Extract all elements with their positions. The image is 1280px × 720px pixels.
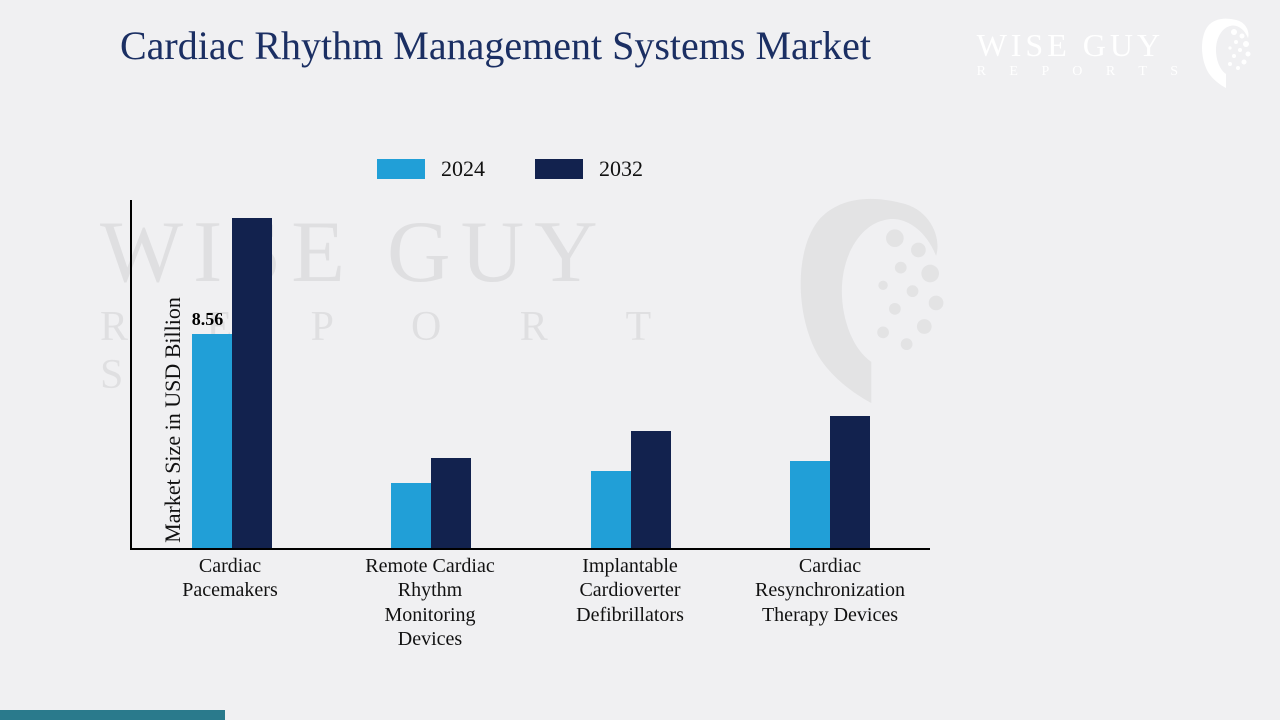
legend-swatch-2024: [377, 159, 425, 179]
bar-group: [391, 458, 471, 548]
x-tick-label: Implantable Cardioverter Defibrillators: [550, 554, 710, 652]
bar-2032: [232, 218, 272, 548]
plot-area: 8.56: [130, 200, 930, 550]
legend-swatch-2032: [535, 159, 583, 179]
bar-2032: [830, 416, 870, 549]
bar-groups: 8.56: [132, 200, 930, 548]
legend-label-2024: 2024: [441, 156, 485, 182]
bar-2032: [631, 431, 671, 549]
x-tick-label: Cardiac Resynchronization Therapy Device…: [750, 554, 910, 652]
legend-item-2032: 2032: [535, 156, 643, 182]
bar-2024: [192, 334, 232, 548]
legend-item-2024: 2024: [377, 156, 485, 182]
bar-2024: [790, 461, 830, 549]
chart: Market Size in USD Billion 2024 2032 8.5…: [60, 150, 960, 690]
right-panel: [960, 0, 1280, 720]
chart-title: Cardiac Rhythm Management Systems Market: [120, 22, 900, 69]
bar-group: 8.56: [192, 218, 272, 548]
x-tick-label: Remote Cardiac Rhythm Monitoring Devices: [350, 554, 510, 652]
bar-2024: [391, 483, 431, 548]
bar-group: [790, 416, 870, 549]
bar-value-label: 8.56: [192, 309, 224, 330]
bar-group: [591, 431, 671, 549]
legend: 2024 2032: [377, 156, 643, 182]
brand-line2: R E P O R T S: [977, 64, 1188, 80]
x-axis-labels: Cardiac Pacemakers Remote Cardiac Rhythm …: [130, 554, 930, 652]
x-tick-label: Cardiac Pacemakers: [150, 554, 310, 652]
brand-head-icon: [1196, 18, 1256, 88]
bar-2032: [431, 458, 471, 548]
legend-label-2032: 2032: [599, 156, 643, 182]
bar-2024: [591, 471, 631, 549]
brand-logo: WISE GUY R E P O R T S: [976, 18, 1256, 88]
bottom-accent-bar: [0, 710, 225, 720]
brand-line1: WISE GUY: [977, 27, 1188, 64]
